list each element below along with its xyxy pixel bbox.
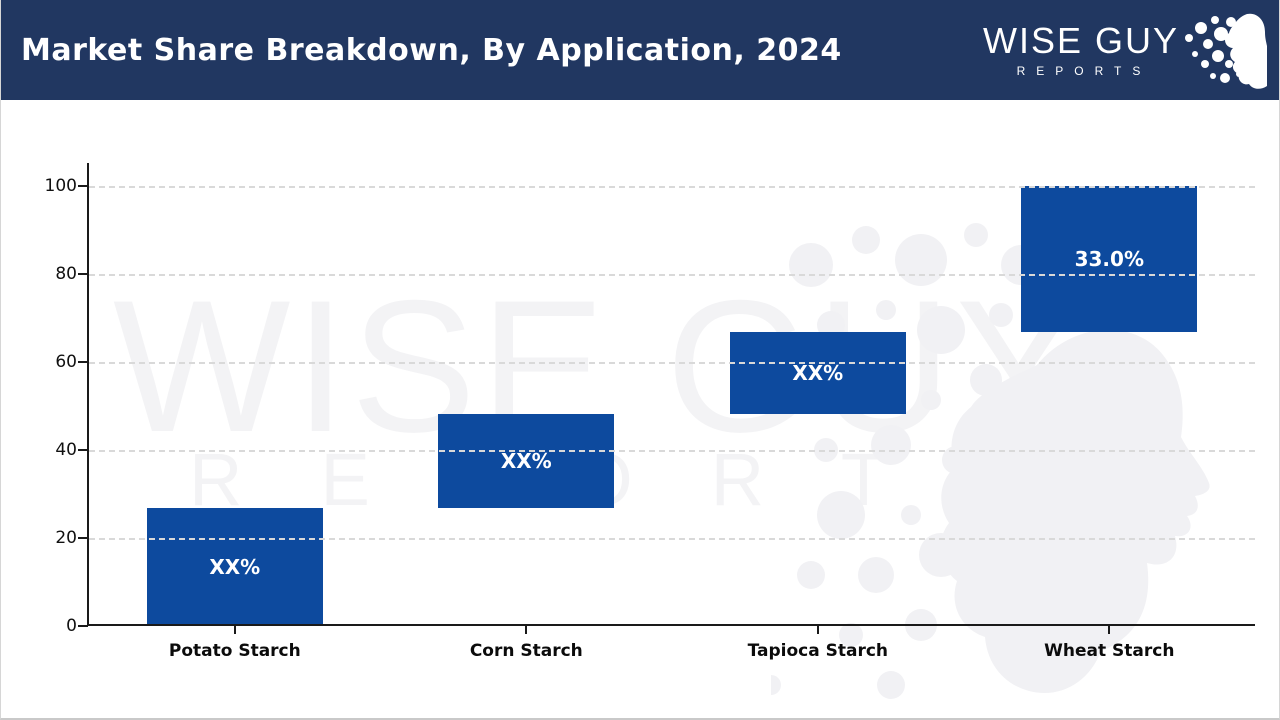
x-tick-mark: [816, 626, 819, 634]
x-tick-mark: [525, 626, 528, 634]
y-tick-mark-20: [78, 537, 88, 540]
gridline-y-100: [89, 186, 1255, 189]
y-tick-mark-40: [78, 449, 88, 452]
x-tick-mark: [233, 626, 236, 634]
x-axis-line: [87, 624, 1255, 626]
y-tick-label-20: 20: [55, 528, 77, 549]
gridline-y-20: [89, 538, 1255, 541]
logo-wordmark: WISE GUY: [982, 20, 1179, 61]
gridline-y-40: [89, 450, 1255, 453]
gridline-y-80: [89, 274, 1255, 277]
y-tick-mark-60: [78, 361, 88, 364]
gridline-y-60: [89, 362, 1255, 365]
x-tick-mark: [1108, 626, 1111, 634]
bar-value-label: XX%: [792, 360, 844, 385]
x-tick-label-tapioca-starch: Tapioca Starch: [747, 641, 889, 661]
bar-corn-starch: [438, 414, 615, 509]
x-tick-label-potato-starch: Potato Starch: [168, 641, 301, 661]
y-tick-mark-100: [78, 185, 88, 188]
logo-text: WISE GUY REPORTS: [983, 21, 1179, 79]
y-tick-label-100: 100: [44, 176, 77, 197]
wiseguy-logo: WISE GUY REPORTS: [983, 6, 1267, 94]
bar-value-label: XX%: [209, 555, 261, 580]
x-tick-label-wheat-starch: Wheat Starch: [1044, 641, 1175, 661]
y-axis-line: [87, 163, 89, 626]
y-tick-label-80: 80: [55, 264, 77, 285]
bar-value-label: XX%: [500, 449, 552, 474]
y-tick-mark-80: [78, 273, 88, 276]
y-tick-label-40: 40: [55, 440, 77, 461]
bar-tapioca-starch: [729, 331, 906, 415]
y-tick-label-60: 60: [55, 352, 77, 373]
header: Market Share Breakdown, By Application, …: [1, 0, 1279, 100]
bar-potato-starch: [146, 508, 323, 626]
logo-subtitle: REPORTS: [1016, 64, 1152, 78]
y-tick-mark-0: [78, 625, 88, 627]
logo-face-icon: [1185, 13, 1267, 89]
bar-wheat-starch: [1021, 186, 1198, 332]
x-tick-label-corn-starch: Corn Starch: [469, 641, 583, 661]
y-tick-label-0: 0: [66, 616, 77, 636]
bar-value-label: 33.0%: [1074, 247, 1144, 272]
page-title: Market Share Breakdown, By Application, …: [21, 32, 842, 68]
